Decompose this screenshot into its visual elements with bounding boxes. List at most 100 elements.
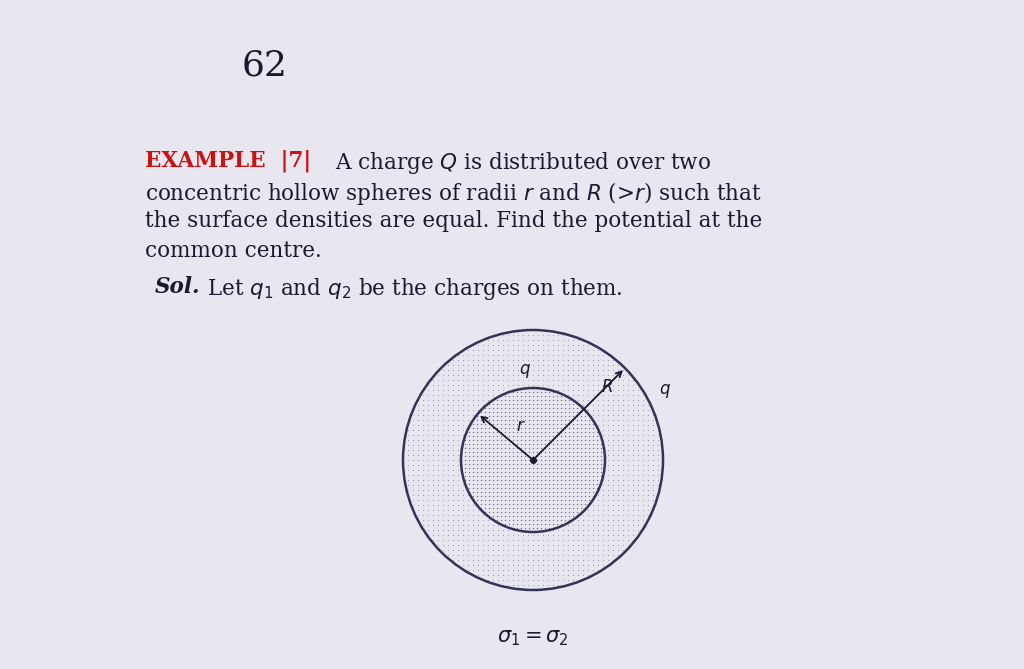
Point <box>465 419 481 429</box>
Point <box>469 494 485 505</box>
Point <box>505 427 521 438</box>
Point <box>593 447 609 458</box>
Point <box>455 370 471 381</box>
Point <box>610 470 627 480</box>
Point <box>501 407 517 417</box>
Point <box>565 443 582 454</box>
Point <box>460 514 476 525</box>
Point <box>500 575 516 585</box>
Point <box>600 429 616 440</box>
Point <box>561 471 578 482</box>
Point <box>450 510 466 520</box>
Point <box>625 429 641 440</box>
Point <box>521 411 538 421</box>
Point <box>572 506 589 517</box>
Point <box>550 565 566 575</box>
Point <box>565 494 582 505</box>
Point <box>465 439 481 450</box>
Point <box>513 459 529 470</box>
Point <box>568 471 585 482</box>
Point <box>399 470 416 480</box>
Point <box>495 550 511 561</box>
Point <box>600 484 616 495</box>
Point <box>549 431 565 442</box>
Point <box>572 415 589 425</box>
Point <box>590 419 606 430</box>
Point <box>557 494 573 505</box>
Point <box>484 498 501 509</box>
Point <box>550 535 566 545</box>
Point <box>577 467 593 478</box>
Point <box>525 506 542 517</box>
Point <box>580 560 596 571</box>
Point <box>590 494 606 505</box>
Point <box>513 411 529 421</box>
Point <box>473 471 489 482</box>
Point <box>509 494 525 505</box>
Point <box>645 455 662 466</box>
Point <box>550 345 566 355</box>
Point <box>460 504 476 515</box>
Point <box>610 425 627 436</box>
Point <box>532 419 549 429</box>
Point <box>444 510 461 520</box>
Point <box>595 389 611 400</box>
Point <box>595 370 611 381</box>
Point <box>410 429 426 440</box>
Point <box>420 395 436 405</box>
Point <box>553 486 569 497</box>
Point <box>525 502 542 513</box>
Point <box>521 395 538 405</box>
Point <box>515 535 531 545</box>
Point <box>581 455 597 466</box>
Point <box>580 399 596 410</box>
Point <box>525 494 542 505</box>
Point <box>574 355 591 365</box>
Point <box>440 395 457 405</box>
Point <box>540 550 556 561</box>
Point <box>455 555 471 565</box>
Point <box>610 520 627 531</box>
Point <box>475 370 492 381</box>
Point <box>465 540 481 551</box>
Point <box>595 520 611 531</box>
Point <box>450 455 466 466</box>
Point <box>440 365 457 375</box>
Point <box>614 530 631 541</box>
Point <box>465 435 481 446</box>
Point <box>444 514 461 525</box>
Point <box>640 405 656 415</box>
Point <box>545 490 561 501</box>
Point <box>410 504 426 515</box>
Point <box>430 389 446 400</box>
Point <box>430 425 446 436</box>
Point <box>569 365 586 375</box>
Point <box>541 478 557 489</box>
Point <box>535 370 551 381</box>
Point <box>549 411 565 421</box>
Point <box>410 440 426 450</box>
Point <box>574 399 591 410</box>
Point <box>574 365 591 375</box>
Point <box>521 387 538 397</box>
Point <box>595 379 611 390</box>
Point <box>420 500 436 510</box>
Point <box>532 506 549 517</box>
Point <box>625 514 641 525</box>
Point <box>460 490 476 500</box>
Point <box>537 427 553 438</box>
Point <box>572 494 589 505</box>
Point <box>555 565 571 575</box>
Point <box>515 540 531 551</box>
Point <box>517 403 534 413</box>
Point <box>565 540 582 551</box>
Point <box>455 484 471 495</box>
Point <box>560 365 577 375</box>
Point <box>593 451 609 462</box>
Point <box>455 510 471 520</box>
Point <box>399 460 416 470</box>
Point <box>501 423 517 434</box>
Point <box>521 490 538 501</box>
Point <box>581 451 597 462</box>
Point <box>565 407 582 417</box>
